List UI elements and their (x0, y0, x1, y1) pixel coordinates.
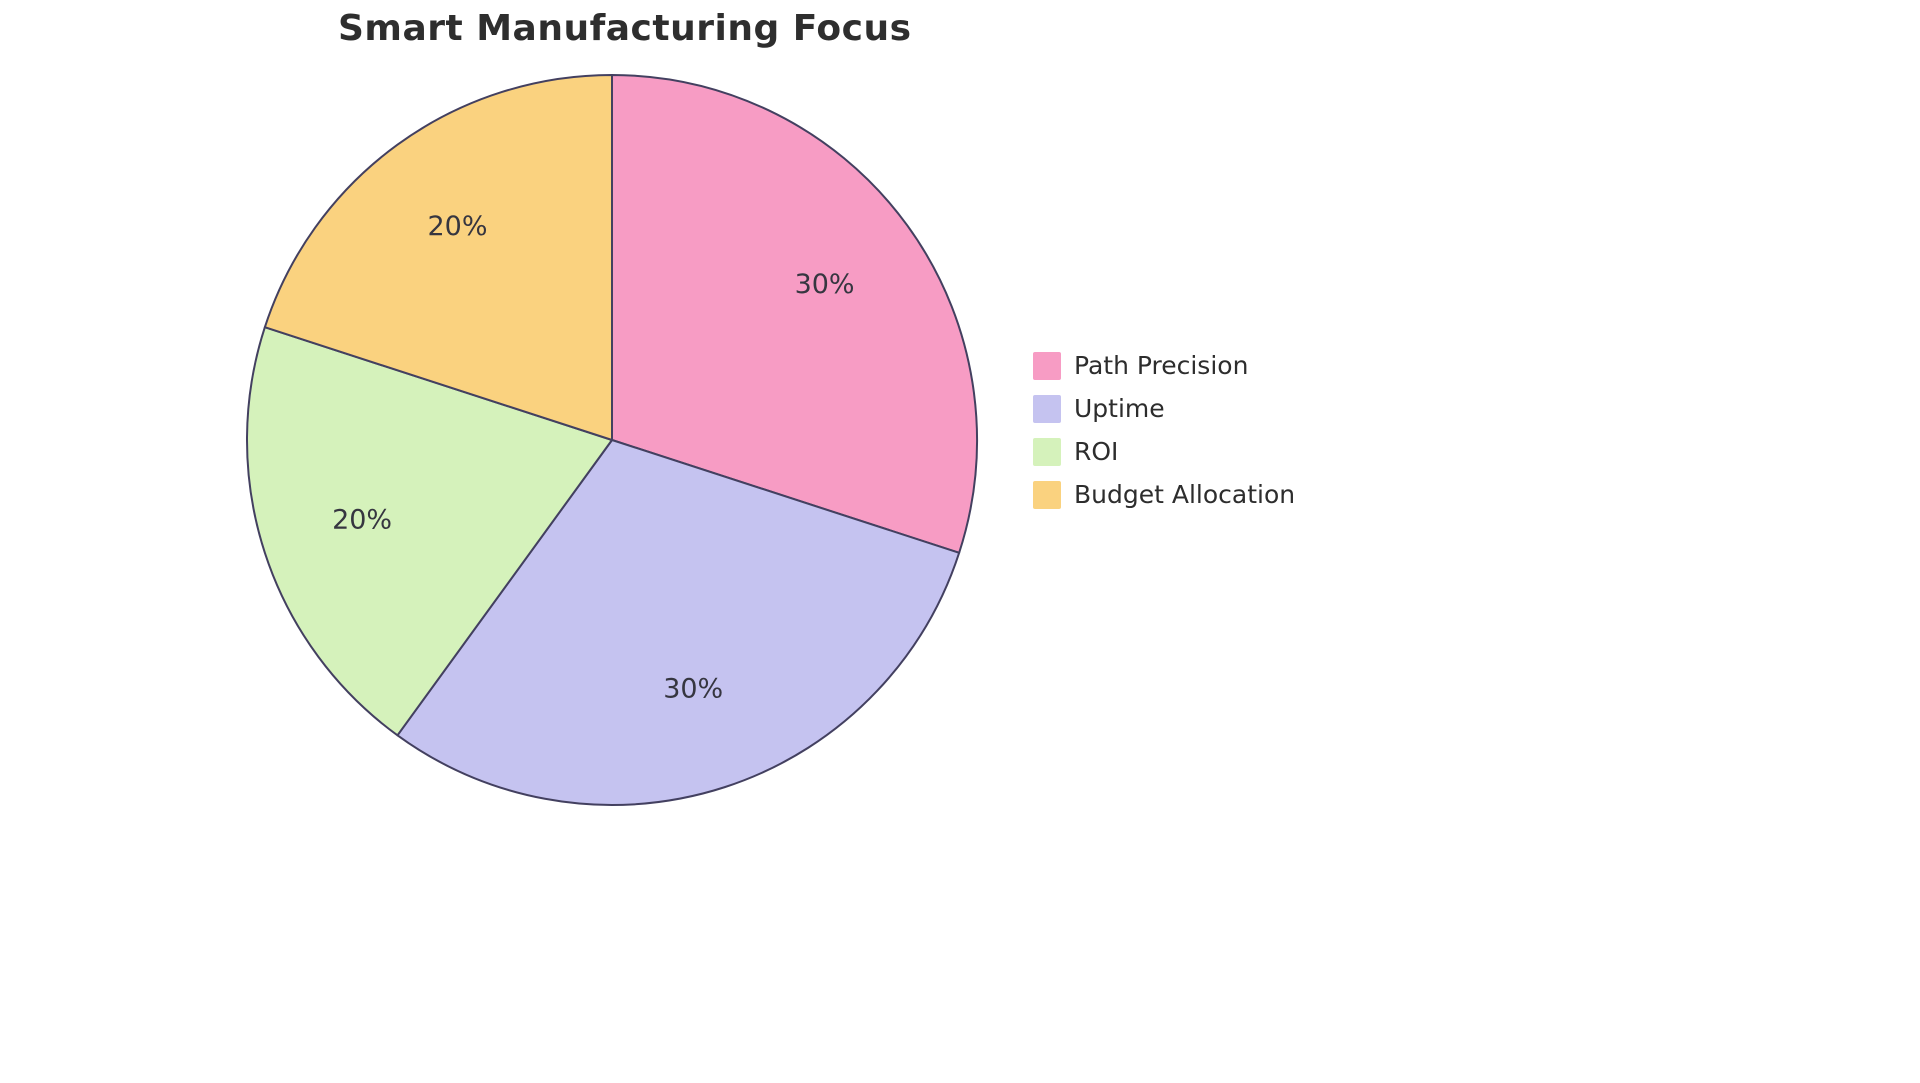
legend-item-path-precision: Path Precision (1033, 352, 1295, 380)
legend: Path Precision Uptime ROI Budget Allocation (1033, 352, 1295, 509)
legend-swatch-icon (1033, 352, 1061, 380)
legend-swatch-icon (1033, 438, 1061, 466)
legend-swatch-icon (1033, 481, 1061, 509)
legend-label: ROI (1074, 437, 1119, 466)
pie-slice-path-precision (611, 74, 978, 554)
slice-percent-label: 20% (427, 211, 487, 242)
legend-label: Budget Allocation (1074, 480, 1296, 509)
legend-label: Path Precision (1074, 351, 1249, 380)
legend-label: Uptime (1074, 394, 1165, 423)
slice-percent-label: 20% (332, 505, 392, 536)
legend-item-roi: ROI (1033, 438, 1295, 466)
pie-slice-uptime (396, 439, 961, 806)
slice-percent-label: 30% (663, 673, 723, 704)
legend-item-uptime: Uptime (1033, 395, 1295, 423)
legend-swatch-icon (1033, 395, 1061, 423)
legend-item-budget-allocation: Budget Allocation (1033, 481, 1295, 509)
slice-percent-label: 30% (795, 269, 855, 300)
chart-title: Smart Manufacturing Focus (338, 8, 912, 49)
pie-slice-roi (246, 326, 613, 737)
pie-slice-budget-allocation (263, 74, 613, 441)
